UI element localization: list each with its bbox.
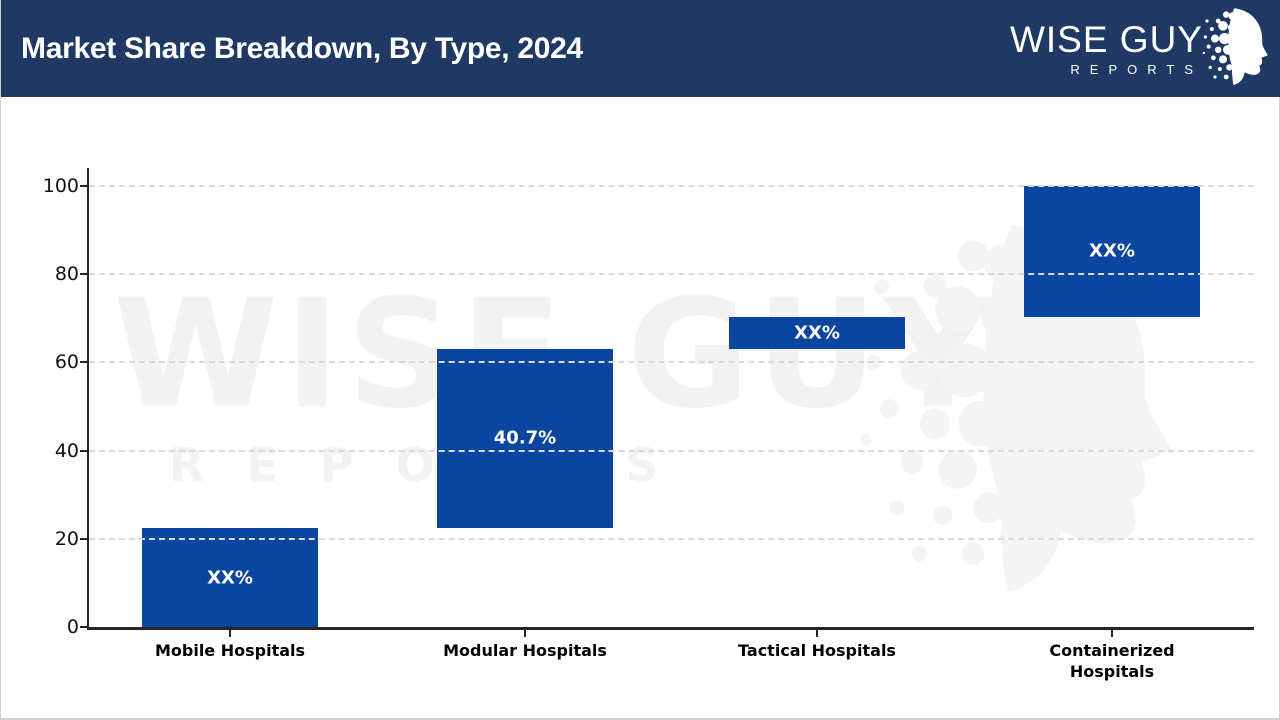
watermark-head-icon bbox=[860, 225, 1172, 592]
gridline-100 bbox=[89, 185, 1254, 187]
logo-sub-text: REPORTS bbox=[1070, 62, 1203, 77]
x-category-label: Modular Hospitals bbox=[443, 641, 607, 660]
y-tick-mark-0 bbox=[80, 626, 87, 628]
bar-value-label: XX% bbox=[207, 567, 253, 589]
chart-title: Market Share Breakdown, By Type, 2024 bbox=[21, 31, 583, 65]
logo-text: WISE GUY REPORTS bbox=[1010, 21, 1203, 76]
logo-brand-text: WISE GUY bbox=[1009, 19, 1203, 60]
bar-segment bbox=[729, 316, 905, 349]
y-tick-label-80: 80 bbox=[54, 263, 79, 286]
x-tick-mark bbox=[524, 630, 526, 637]
x-tick-mark bbox=[816, 630, 818, 637]
y-axis-line bbox=[87, 168, 89, 630]
wise-guy-reports-logo: WISE GUY REPORTS bbox=[1010, 5, 1280, 93]
y-tick-mark-80 bbox=[80, 273, 87, 276]
gridline-40 bbox=[89, 449, 1254, 452]
gridline-60 bbox=[89, 361, 1254, 364]
logo-head-icon bbox=[1202, 7, 1268, 85]
bar-segment bbox=[437, 348, 613, 529]
x-category-label: Containerized Hospitals bbox=[1049, 641, 1175, 681]
bar-value-label: 40.7% bbox=[493, 427, 557, 449]
header-bar: Market Share Breakdown, By Type, 2024 WI… bbox=[1, 0, 1280, 97]
watermark-reports-text: REPORTS bbox=[169, 438, 701, 492]
x-category-label: Tactical Hospitals bbox=[738, 641, 896, 660]
x-category-label: Mobile Hospitals bbox=[154, 641, 306, 660]
bar-segment bbox=[1024, 186, 1200, 317]
y-tick-mark-100 bbox=[80, 185, 87, 187]
bar-value-label: XX% bbox=[1089, 240, 1135, 262]
y-tick-label-40: 40 bbox=[54, 439, 79, 462]
y-tick-mark-40 bbox=[80, 449, 87, 452]
bar-segment bbox=[142, 528, 318, 627]
y-tick-label-20: 20 bbox=[54, 527, 79, 550]
x-tick-mark bbox=[1111, 630, 1113, 637]
x-axis-line bbox=[87, 627, 1254, 630]
y-tick-mark-20 bbox=[80, 537, 87, 540]
y-tick-mark-60 bbox=[80, 361, 87, 364]
bar-value-label: XX% bbox=[794, 322, 840, 344]
gridline-80 bbox=[89, 273, 1254, 276]
y-tick-label-100: 100 bbox=[42, 175, 79, 197]
gridline-20 bbox=[89, 537, 1254, 540]
y-tick-label-60: 60 bbox=[54, 351, 79, 374]
x-tick-mark bbox=[229, 630, 231, 637]
y-tick-label-0: 0 bbox=[66, 616, 79, 638]
